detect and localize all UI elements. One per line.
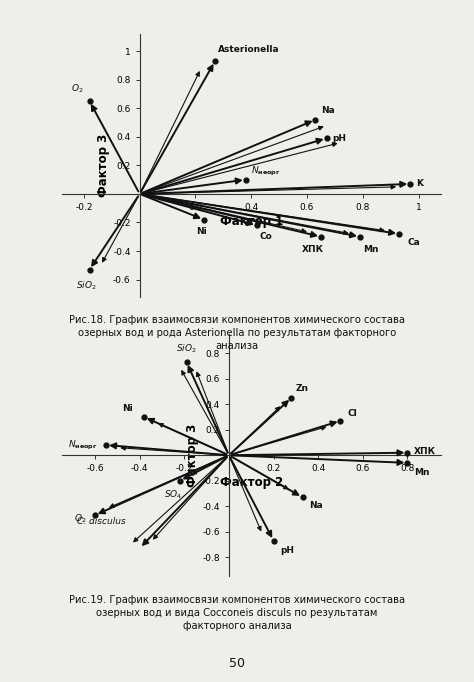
X-axis label: Фактор 1: Фактор 1 bbox=[219, 215, 283, 228]
Text: Zn: Zn bbox=[296, 384, 309, 393]
Y-axis label: Фактор 3: Фактор 3 bbox=[97, 134, 110, 197]
Text: Рис.18. График взаимосвязи компонентов химического состава
озерных вод и рода As: Рис.18. График взаимосвязи компонентов х… bbox=[69, 315, 405, 351]
Text: Co: Co bbox=[260, 233, 273, 241]
Text: $SO_4$: $SO_4$ bbox=[164, 488, 182, 501]
Text: $SiO_2$: $SiO_2$ bbox=[76, 280, 97, 292]
Text: Mn: Mn bbox=[414, 468, 429, 477]
Text: $SiO_2$: $SiO_2$ bbox=[176, 342, 197, 355]
Text: Na: Na bbox=[321, 106, 335, 115]
Text: Mn: Mn bbox=[363, 246, 378, 254]
Y-axis label: Фактор 3: Фактор 3 bbox=[186, 424, 200, 487]
Text: Na: Na bbox=[309, 501, 323, 510]
Text: C. disculus: C. disculus bbox=[77, 517, 126, 526]
Text: $O_2$: $O_2$ bbox=[72, 83, 84, 95]
Text: 50: 50 bbox=[229, 657, 245, 670]
Text: Ca: Ca bbox=[407, 238, 420, 247]
Text: pH: pH bbox=[332, 134, 346, 143]
Text: $N_{\mathregular{неорг}}$: $N_{\mathregular{неорг}}$ bbox=[68, 439, 97, 451]
Text: pH: pH bbox=[280, 546, 294, 554]
Text: $O_2$: $O_2$ bbox=[73, 513, 86, 525]
Text: Cl: Cl bbox=[347, 409, 357, 418]
Text: ХПК: ХПК bbox=[301, 246, 324, 254]
Text: Рис.19. График взаимосвязи компонентов химического состава
озерных вод и вида Co: Рис.19. График взаимосвязи компонентов х… bbox=[69, 595, 405, 631]
Text: Asterionella: Asterionella bbox=[218, 45, 279, 54]
Text: ХПК: ХПК bbox=[414, 447, 436, 456]
Text: $N_{\mathregular{неорг}}$: $N_{\mathregular{неорг}}$ bbox=[251, 165, 281, 178]
Text: Ni: Ni bbox=[122, 404, 133, 413]
Text: Ni: Ni bbox=[196, 226, 206, 236]
Text: K: K bbox=[416, 179, 423, 188]
X-axis label: Фактор 2: Фактор 2 bbox=[219, 476, 283, 489]
